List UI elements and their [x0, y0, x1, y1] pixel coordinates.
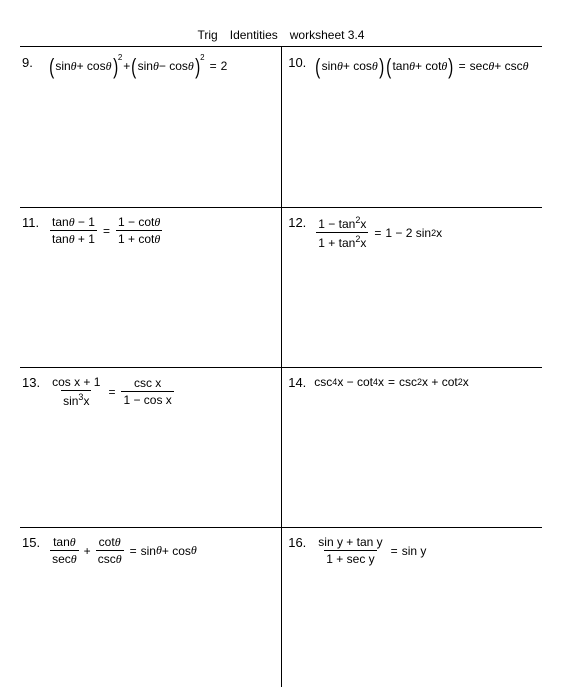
problem-expression: csc4x − cot4x=csc2x + cot2x	[314, 375, 468, 389]
problem-number: 14.	[288, 375, 306, 390]
problem-number: 11.	[22, 215, 40, 230]
problem-expression: (sinθ + cosθ)2 + (sinθ − cosθ)2=2	[48, 55, 227, 77]
problem-number: 15.	[22, 535, 40, 550]
header-part-3: worksheet 3.4	[290, 28, 365, 42]
problem-11: 11. tanθ − 1tanθ + 1=1 − cotθ1 + cotθ	[20, 207, 276, 253]
problem-9: 9. (sinθ + cosθ)2 + (sinθ − cosθ)2=2	[20, 47, 276, 83]
problem-number: 13.	[22, 375, 40, 390]
problem-expression: cos x + 1sin3x=csc x1 − cos x	[48, 375, 176, 409]
problem-number: 10.	[288, 55, 306, 70]
header-part-2: Identities	[230, 28, 278, 42]
problem-expression: tanθsecθ+cotθcscθ=sinθ + cosθ	[48, 535, 197, 567]
worksheet-header: Trig Identities worksheet 3.4	[0, 0, 562, 46]
problem-13: 13. cos x + 1sin3x=csc x1 − cos x	[20, 367, 276, 415]
problem-12: 12. 1 − tan2x1 + tan2x=1 − 2 sin2x	[286, 207, 542, 257]
problem-expression: 1 − tan2x1 + tan2x=1 − 2 sin2x	[314, 215, 442, 251]
problem-expression: tanθ − 1tanθ + 1=1 − cotθ1 + cotθ	[48, 215, 164, 247]
problem-expression: sin y + tan y1 + sec y=sin y	[314, 535, 426, 567]
problem-number: 12.	[288, 215, 306, 230]
problem-number: 16.	[288, 535, 306, 550]
problem-15: 15. tanθsecθ+cotθcscθ=sinθ + cosθ	[20, 527, 276, 573]
problem-16: 16. sin y + tan y1 + sec y=sin y	[286, 527, 542, 573]
problem-grid: 9. (sinθ + cosθ)2 + (sinθ − cosθ)2=2 10.…	[20, 47, 542, 687]
problem-number: 9.	[22, 55, 40, 70]
problem-expression: (sinθ + cosθ)(tanθ + cotθ)=secθ + cscθ	[314, 55, 528, 77]
header-part-1: Trig	[198, 28, 218, 42]
problem-10: 10. (sinθ + cosθ)(tanθ + cotθ)=secθ + cs…	[286, 47, 542, 83]
problem-14: 14. csc4x − cot4x=csc2x + cot2x	[286, 367, 542, 396]
